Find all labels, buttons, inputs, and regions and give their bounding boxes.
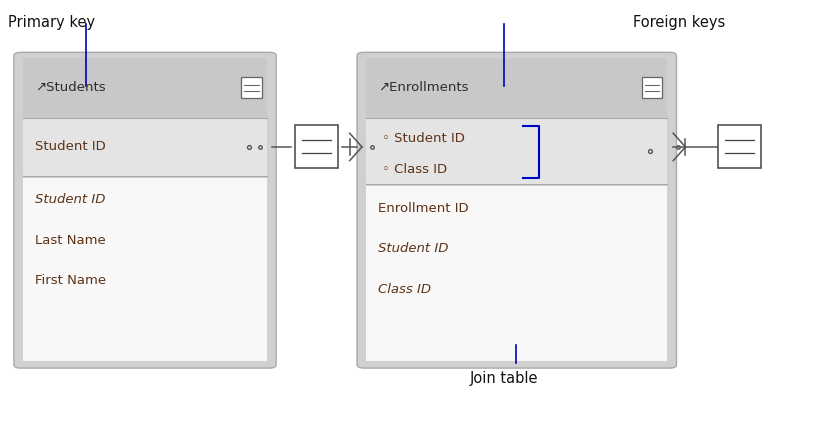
Text: ◦ Class ID: ◦ Class ID <box>382 163 447 176</box>
Text: Student ID: Student ID <box>35 140 106 154</box>
Bar <box>366 58 667 118</box>
Bar <box>718 126 761 169</box>
Bar <box>23 178 267 361</box>
Text: Join table: Join table <box>470 371 538 386</box>
Bar <box>242 77 261 98</box>
Text: Student ID: Student ID <box>35 193 105 206</box>
Text: First Name: First Name <box>35 275 106 287</box>
Text: Foreign keys: Foreign keys <box>633 15 725 30</box>
Text: Primary key: Primary key <box>8 15 96 30</box>
Bar <box>642 77 662 98</box>
Text: Student ID: Student ID <box>378 242 449 255</box>
Text: ◦ Student ID: ◦ Student ID <box>382 132 464 145</box>
Text: Last Name: Last Name <box>35 234 106 247</box>
FancyBboxPatch shape <box>14 52 276 368</box>
FancyBboxPatch shape <box>357 52 676 368</box>
Bar <box>23 58 267 118</box>
Bar <box>296 126 338 169</box>
Text: ↗Enrollments: ↗Enrollments <box>378 81 469 94</box>
Bar <box>366 186 667 361</box>
Text: Enrollment ID: Enrollment ID <box>378 202 469 214</box>
Text: Class ID: Class ID <box>378 283 431 296</box>
Bar <box>23 118 267 176</box>
Bar <box>366 118 667 184</box>
Text: ↗Students: ↗Students <box>35 81 105 94</box>
